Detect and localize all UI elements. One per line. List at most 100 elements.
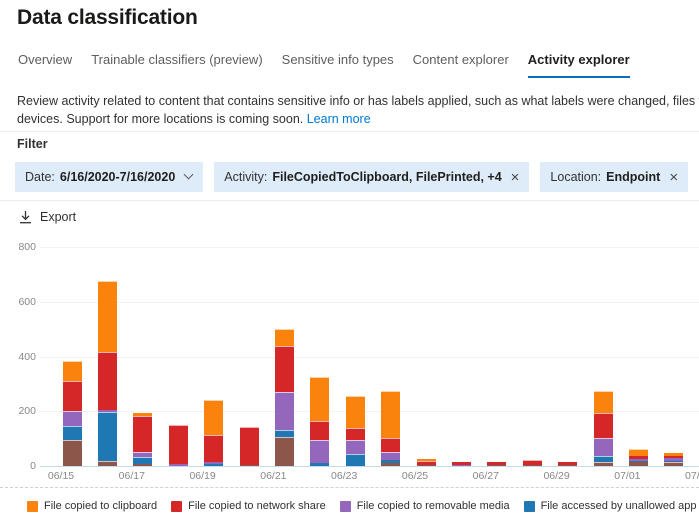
chevron-down-icon[interactable]	[183, 169, 194, 180]
tab-content-explorer[interactable]: Content explorer	[412, 52, 509, 67]
bar-segment-file-accessed-by-unallowed-app	[664, 460, 684, 462]
bar-segment-file-copied-to-network-share	[628, 456, 648, 459]
legend-swatch	[523, 500, 535, 512]
x-tick-label: 07/03	[685, 470, 699, 482]
download-icon	[20, 211, 31, 224]
bar-segment-file-copied-to-removable-media	[310, 440, 330, 463]
bar-segment-file-copied-to-network-share	[451, 462, 471, 465]
bar-segment-file-copied-to-network-share	[381, 438, 401, 453]
learn-more-link[interactable]: Learn more	[306, 112, 371, 126]
legend-label: File accessed by unallowed app	[540, 500, 697, 512]
description-line-2: devices. Support for more locations is c…	[17, 112, 371, 126]
stacked-bar-07/02[interactable]	[664, 452, 684, 466]
bar-segment-file-copied-to-clipboard	[310, 377, 330, 422]
bar-segment-file-copied-to-removable-media	[274, 392, 294, 431]
chip-value: 6/16/2020-7/16/2020	[59, 170, 176, 184]
chip-value: FileCopiedToClipboard, FilePrinted, +4	[272, 170, 502, 184]
bar-segment-file-copied-to-removable-media	[168, 463, 188, 466]
stacked-bar-06/23[interactable]	[345, 396, 365, 466]
tab-activity-explorer[interactable]: Activity explorer	[527, 52, 630, 78]
bar-segment-file-copied-to-removable-media	[451, 464, 471, 466]
x-tick-label: 06/17	[118, 470, 145, 482]
bar-segment-file-copied-to-network-share	[522, 460, 542, 466]
gridline-800	[40, 247, 699, 248]
bar-segment-file-copied-to-network-share	[97, 352, 117, 411]
legend-swatch	[339, 500, 351, 512]
bar-segment-file-copied-to-removable-media	[628, 458, 648, 461]
bar-segment-file-printed	[416, 465, 436, 466]
y-tick-label: 600	[18, 295, 36, 308]
bar-segment-file-copied-to-network-share	[487, 461, 507, 466]
legend-item-file-copied-to-network-share: File copied to network share	[171, 500, 326, 512]
x-tick-label: 07/01	[614, 470, 641, 482]
bar-segment-file-accessed-by-unallowed-app	[310, 462, 330, 466]
stacked-bar-06/18[interactable]	[168, 425, 188, 466]
export-label: Export	[40, 210, 77, 224]
filter-chip-date[interactable]: Date: 6/16/2020-7/16/2020	[15, 162, 204, 192]
stacked-bar-06/21[interactable]	[274, 329, 294, 466]
y-tick-label: 800	[18, 241, 36, 253]
export-button[interactable]: Export	[15, 208, 80, 226]
stacked-bar-06/26[interactable]	[451, 462, 471, 466]
y-tick-label: 400	[18, 350, 36, 363]
divider	[0, 200, 699, 201]
bar-segment-file-accessed-by-unallowed-app	[204, 464, 224, 466]
filter-chip-activity[interactable]: Activity: FileCopiedToClipboard, FilePrin…	[214, 162, 530, 192]
stacked-bar-06/25[interactable]	[416, 458, 436, 466]
stacked-bar-06/24[interactable]	[381, 390, 401, 466]
stacked-bar-06/15[interactable]	[62, 360, 82, 466]
bar-segment-file-accessed-by-unallowed-app	[628, 460, 648, 463]
bar-segment-file-copied-to-clipboard	[345, 396, 365, 428]
y-tick-label: 0	[30, 460, 36, 472]
y-tick-label: 200	[18, 405, 36, 418]
description-line-1: Review activity related to content that …	[17, 94, 699, 108]
gridline-600	[40, 301, 699, 303]
stacked-bar-06/30[interactable]	[593, 390, 613, 466]
legend-item-file-accessed-by-unallowed-app: File accessed by unallowed app	[523, 500, 697, 512]
stacked-bar-06/19[interactable]	[204, 400, 224, 466]
legend-label: File copied to removable media	[356, 500, 510, 512]
bar-segment-file-copied-to-network-share	[416, 460, 436, 466]
stacked-bar-06/17[interactable]	[133, 412, 153, 466]
bar-segment-file-copied-to-clipboard	[628, 449, 648, 457]
stacked-bar-06/20[interactable]	[239, 427, 259, 466]
bar-segment-file-copied-to-network-share	[204, 434, 224, 463]
stacked-bar-06/29[interactable]	[558, 461, 578, 466]
tab-sensitive-info-types[interactable]: Sensitive info types	[281, 52, 394, 67]
bar-segment-file-printed	[522, 465, 542, 466]
stacked-bar-06/16[interactable]	[97, 281, 117, 466]
divider	[0, 131, 699, 132]
tab-trainable-classifiers-preview[interactable]: Trainable classifiers (preview)	[91, 52, 263, 67]
close-icon[interactable]: ×	[669, 168, 679, 186]
bar-segment-file-printed	[97, 461, 117, 466]
bar-segment-file-printed	[274, 437, 294, 466]
legend-item-file-copied-to-removable-media: File copied to removable media	[339, 500, 510, 512]
filter-chip-row: Date: 6/16/2020-7/16/2020 Activity: FileCop…	[15, 162, 699, 192]
filter-chip-location[interactable]: Location: Endpoint ×	[540, 162, 689, 192]
bar-segment-file-printed	[239, 464, 259, 466]
bar-segment-file-copied-to-clipboard	[62, 360, 82, 382]
chip-label: Activity:	[224, 170, 268, 184]
bar-segment-file-printed	[381, 463, 401, 466]
bar-segment-file-copied-to-network-share	[664, 455, 684, 459]
chart-legend: File copied to clipboard File copied to n…	[0, 500, 699, 512]
bar-segment-file-copied-to-clipboard	[274, 329, 294, 346]
bar-segment-file-printed	[628, 462, 648, 466]
stacked-bar-06/27[interactable]	[487, 461, 507, 466]
bar-segment-file-copied-to-removable-media	[97, 410, 117, 412]
bar-segment-file-printed	[62, 439, 82, 466]
tab-overview[interactable]: Overview	[18, 52, 73, 67]
stacked-bar-07/01[interactable]	[628, 449, 648, 466]
bar-segment-file-printed	[593, 461, 613, 466]
bar-segment-file-accessed-by-unallowed-app	[593, 455, 613, 462]
stacked-bar-06/28[interactable]	[522, 460, 542, 466]
x-tick-label: 06/25	[401, 470, 429, 482]
stacked-bar-06/22[interactable]	[310, 377, 330, 466]
bar-segment-file-copied-to-network-share	[168, 425, 188, 464]
activity-stacked-bar-chart: 0 200 400 600 800 06/15 06/17 06/19 06/21 06/23 06…	[0, 240, 699, 488]
close-icon[interactable]: ×	[510, 168, 520, 186]
bar-segment-file-copied-to-clipboard	[133, 412, 153, 417]
bar-segment-file-copied-to-clipboard	[593, 390, 613, 414]
bar-segment-file-copied-to-network-share	[310, 421, 330, 441]
